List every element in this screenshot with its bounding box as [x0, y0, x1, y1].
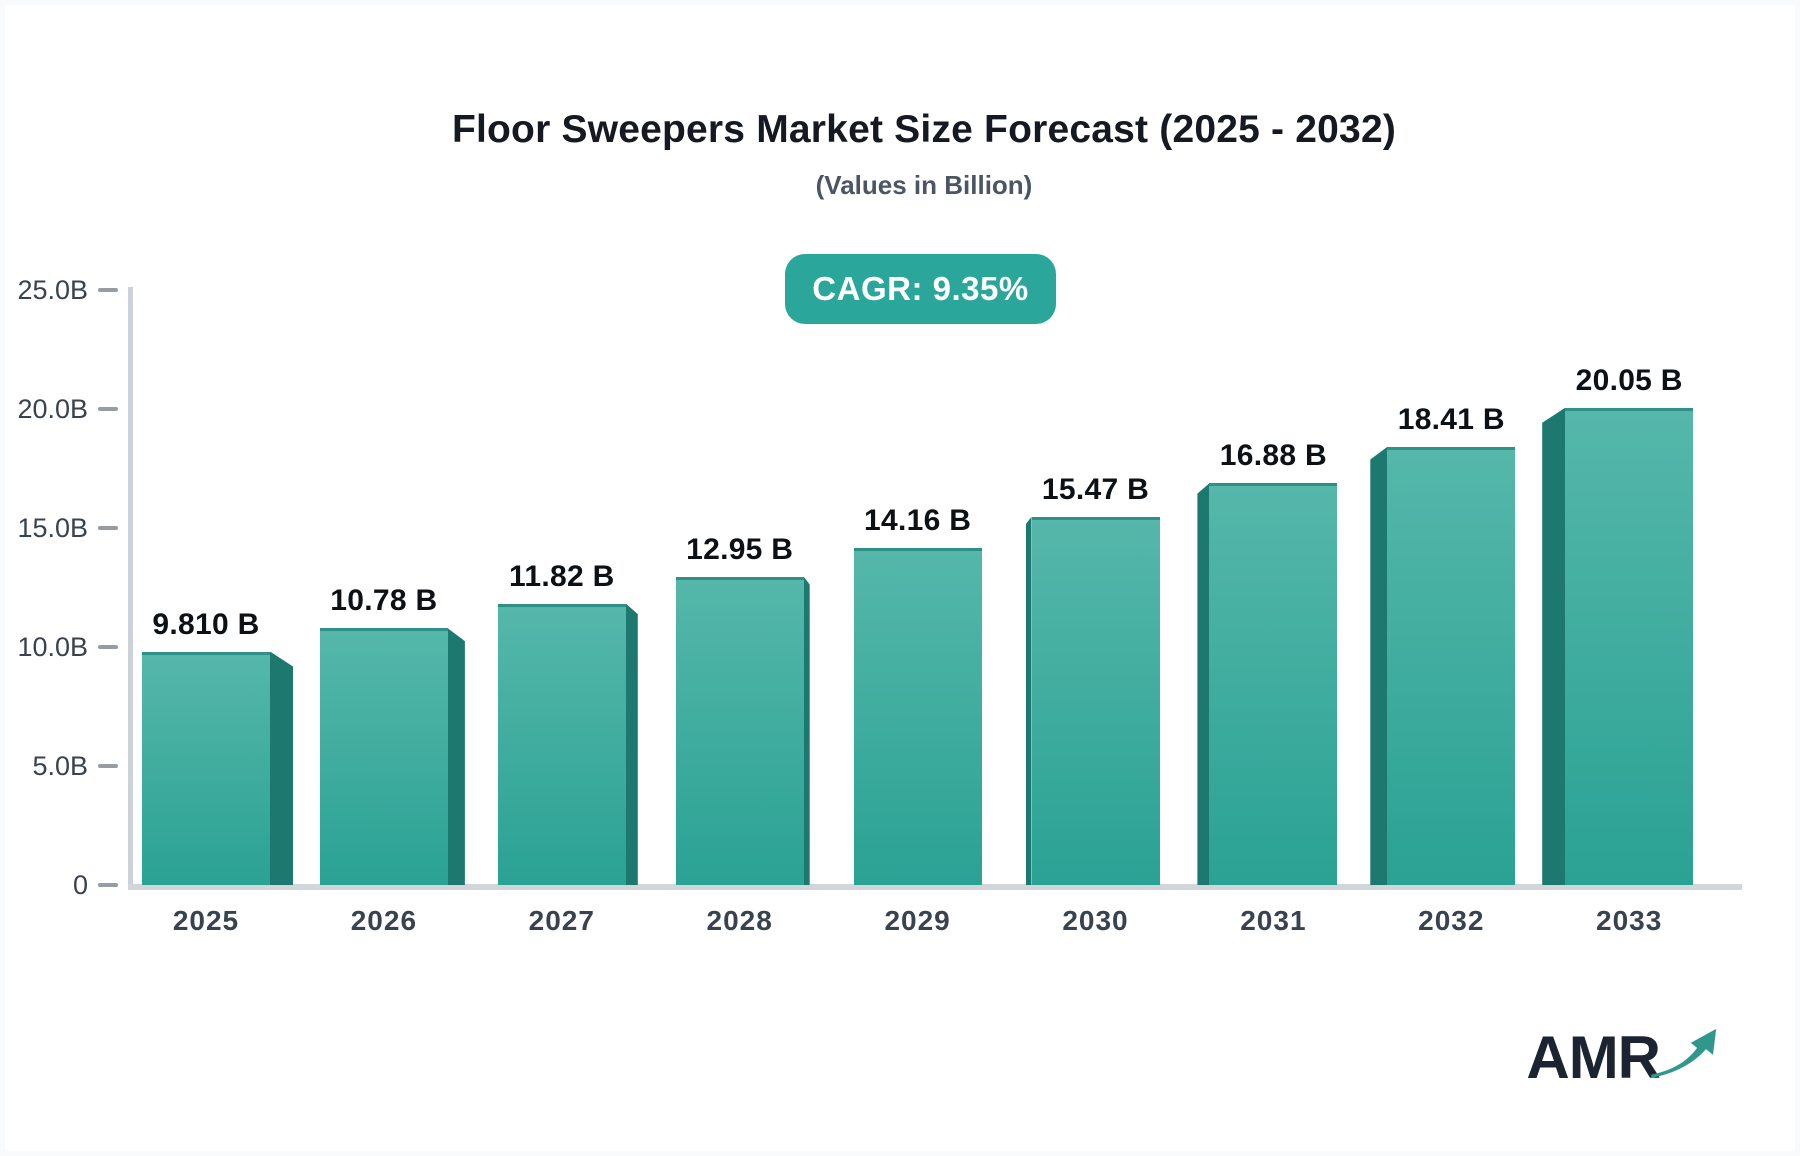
bar-side-2033: [1542, 407, 1566, 885]
bar-face-2030: [1031, 516, 1160, 885]
bar-side-2027: [625, 603, 638, 885]
chart-subtitle: (Values in Billion): [815, 170, 1033, 200]
y-tick-dash: [98, 288, 118, 292]
bar-value-label-2026: 10.78 B: [330, 584, 438, 618]
bar-face-2033: [1565, 407, 1694, 885]
bar-side-2030: [1025, 516, 1032, 885]
chart-title: Floor Sweepers Market Size Forecast (202…: [451, 108, 1397, 151]
x-axis-line: [128, 884, 1742, 890]
cagr-badge: CAGR: 9.35%: [785, 254, 1056, 324]
y-tick-label: 10.0B: [17, 632, 88, 662]
x-tick-label-2026: 2026: [350, 905, 418, 936]
y-tick-dash: [98, 645, 118, 649]
bar-face-2032: [1387, 446, 1516, 885]
bar-side-2026: [447, 628, 465, 885]
x-tick-label-2030: 2030: [1062, 905, 1129, 936]
bar-value-label-2027: 11.82 B: [509, 559, 615, 593]
x-tick-label-2032: 2032: [1418, 905, 1485, 936]
y-tick-label: 20.0B: [17, 394, 88, 424]
bar-side-2028: [803, 576, 810, 885]
x-tick-label-2028: 2028: [706, 905, 773, 936]
bar-side-2031: [1197, 483, 1210, 885]
bar-value-label-2030: 15.47 B: [1041, 472, 1150, 506]
bar-value-label-2029: 14.16 B: [864, 503, 972, 537]
y-tick-dash: [98, 526, 118, 530]
bar-face-2025: [142, 651, 270, 885]
bar-face-2029: [853, 547, 982, 885]
y-tick-label: 25.0B: [17, 275, 88, 305]
x-tick-label-2029: 2029: [884, 905, 951, 936]
bar-face-2031: [1209, 483, 1338, 885]
y-tick-dash: [98, 407, 118, 411]
x-tick-label-2027: 2027: [528, 905, 595, 936]
bar-value-label-2032: 18.41 B: [1397, 402, 1505, 436]
bar-side-2032: [1370, 446, 1388, 885]
x-tick-label-2031: 2031: [1240, 905, 1307, 936]
x-tick-label-2033: 2033: [1596, 905, 1663, 936]
bar-face-2027: [497, 603, 626, 885]
amr-logo: AMR: [1526, 1028, 1720, 1088]
bar-face-2028: [675, 576, 804, 885]
bar-side-2025: [270, 651, 293, 885]
x-tick-label-2025: 2025: [172, 905, 240, 936]
bar-value-label-2033: 20.05 B: [1575, 363, 1683, 397]
y-tick-label: 5.0B: [32, 751, 88, 781]
y-tick-dash: [98, 764, 118, 768]
y-tick-label: 0: [72, 870, 88, 900]
y-tick-label: 15.0B: [17, 513, 88, 543]
y-axis-line: [128, 287, 133, 888]
bar-value-label-2031: 16.88 B: [1219, 439, 1327, 473]
amr-logo-text: AMR: [1526, 1024, 1661, 1091]
bar-value-label-2028: 12.95 B: [686, 532, 794, 566]
bar-value-label-2025: 9.810 B: [152, 607, 260, 641]
y-tick-dash: [98, 883, 118, 887]
trend-up-arrow-icon: [1651, 1028, 1717, 1078]
bar-face-2026: [319, 628, 448, 885]
